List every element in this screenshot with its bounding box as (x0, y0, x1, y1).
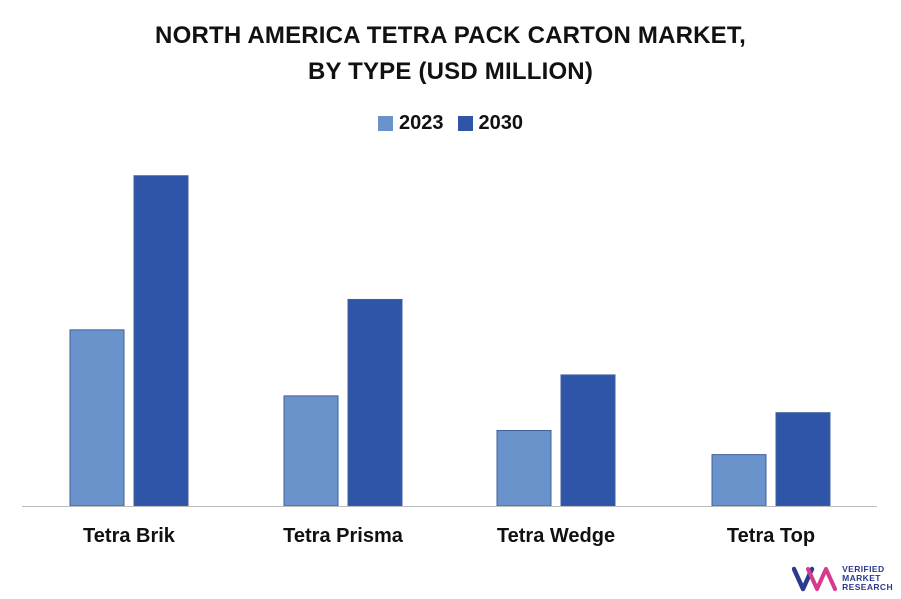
brand-line-2: MARKET (842, 572, 881, 583)
legend-item-2023: 2023 (378, 112, 444, 135)
legend-item-2030: 2030 (457, 112, 524, 135)
vmr-logo-icon (792, 566, 838, 592)
bar-tetra-wedge-2030 (560, 374, 616, 507)
brand-line-3: RESEARCH (842, 581, 893, 592)
bar-tetra-top-2023 (711, 454, 767, 507)
x-tick-label: Tetra Top (727, 525, 815, 547)
bar-tetra-brik-2023 (69, 329, 125, 507)
bar-tetra-top-2030 (775, 412, 831, 507)
brand-logo: VERIFIED MARKET RESEARCH (792, 563, 893, 593)
x-tick-label: Tetra Prisma (283, 525, 404, 547)
legend-label-2023: 2023 (399, 112, 444, 134)
legend-swatch-2030 (457, 116, 473, 131)
x-tick-label: Tetra Wedge (497, 525, 615, 547)
bar-tetra-prisma-2030 (347, 298, 403, 507)
legend-label-2030: 2030 (478, 112, 524, 134)
legend-swatch-2023 (378, 116, 393, 131)
chart-legend: 2023 2030 (0, 112, 901, 135)
chart-title-line-1: NORTH AMERICA TETRA PACK CARTON MARKET, (155, 22, 746, 49)
x-tick-label: Tetra Brik (83, 525, 176, 547)
bar-tetra-wedge-2023 (496, 430, 552, 507)
bar-tetra-brik-2030 (133, 175, 189, 507)
bar-tetra-prisma-2023 (283, 395, 339, 507)
chart-title-line-2: BY TYPE (USD MILLION) (307, 58, 594, 85)
brand-text: VERIFIED MARKET RESEARCH (842, 563, 893, 592)
brand-line-1: VERIFIED (842, 563, 885, 574)
